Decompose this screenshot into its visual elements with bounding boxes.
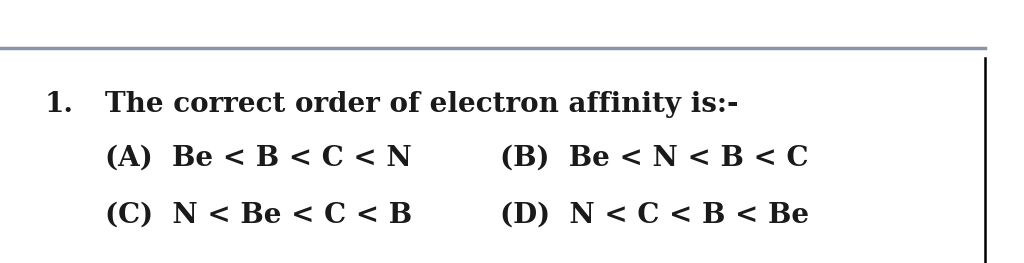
Text: (B)  Be < N < B < C: (B) Be < N < B < C [500, 144, 809, 171]
Text: (C)  N < Be < C < B: (C) N < Be < C < B [105, 201, 412, 229]
Text: 1.: 1. [45, 92, 74, 119]
Text: (A)  Be < B < C < N: (A) Be < B < C < N [105, 144, 412, 171]
Text: The correct order of electron affinity is:-: The correct order of electron affinity i… [105, 92, 738, 119]
Text: (D)  N < C < B < Be: (D) N < C < B < Be [500, 201, 809, 229]
